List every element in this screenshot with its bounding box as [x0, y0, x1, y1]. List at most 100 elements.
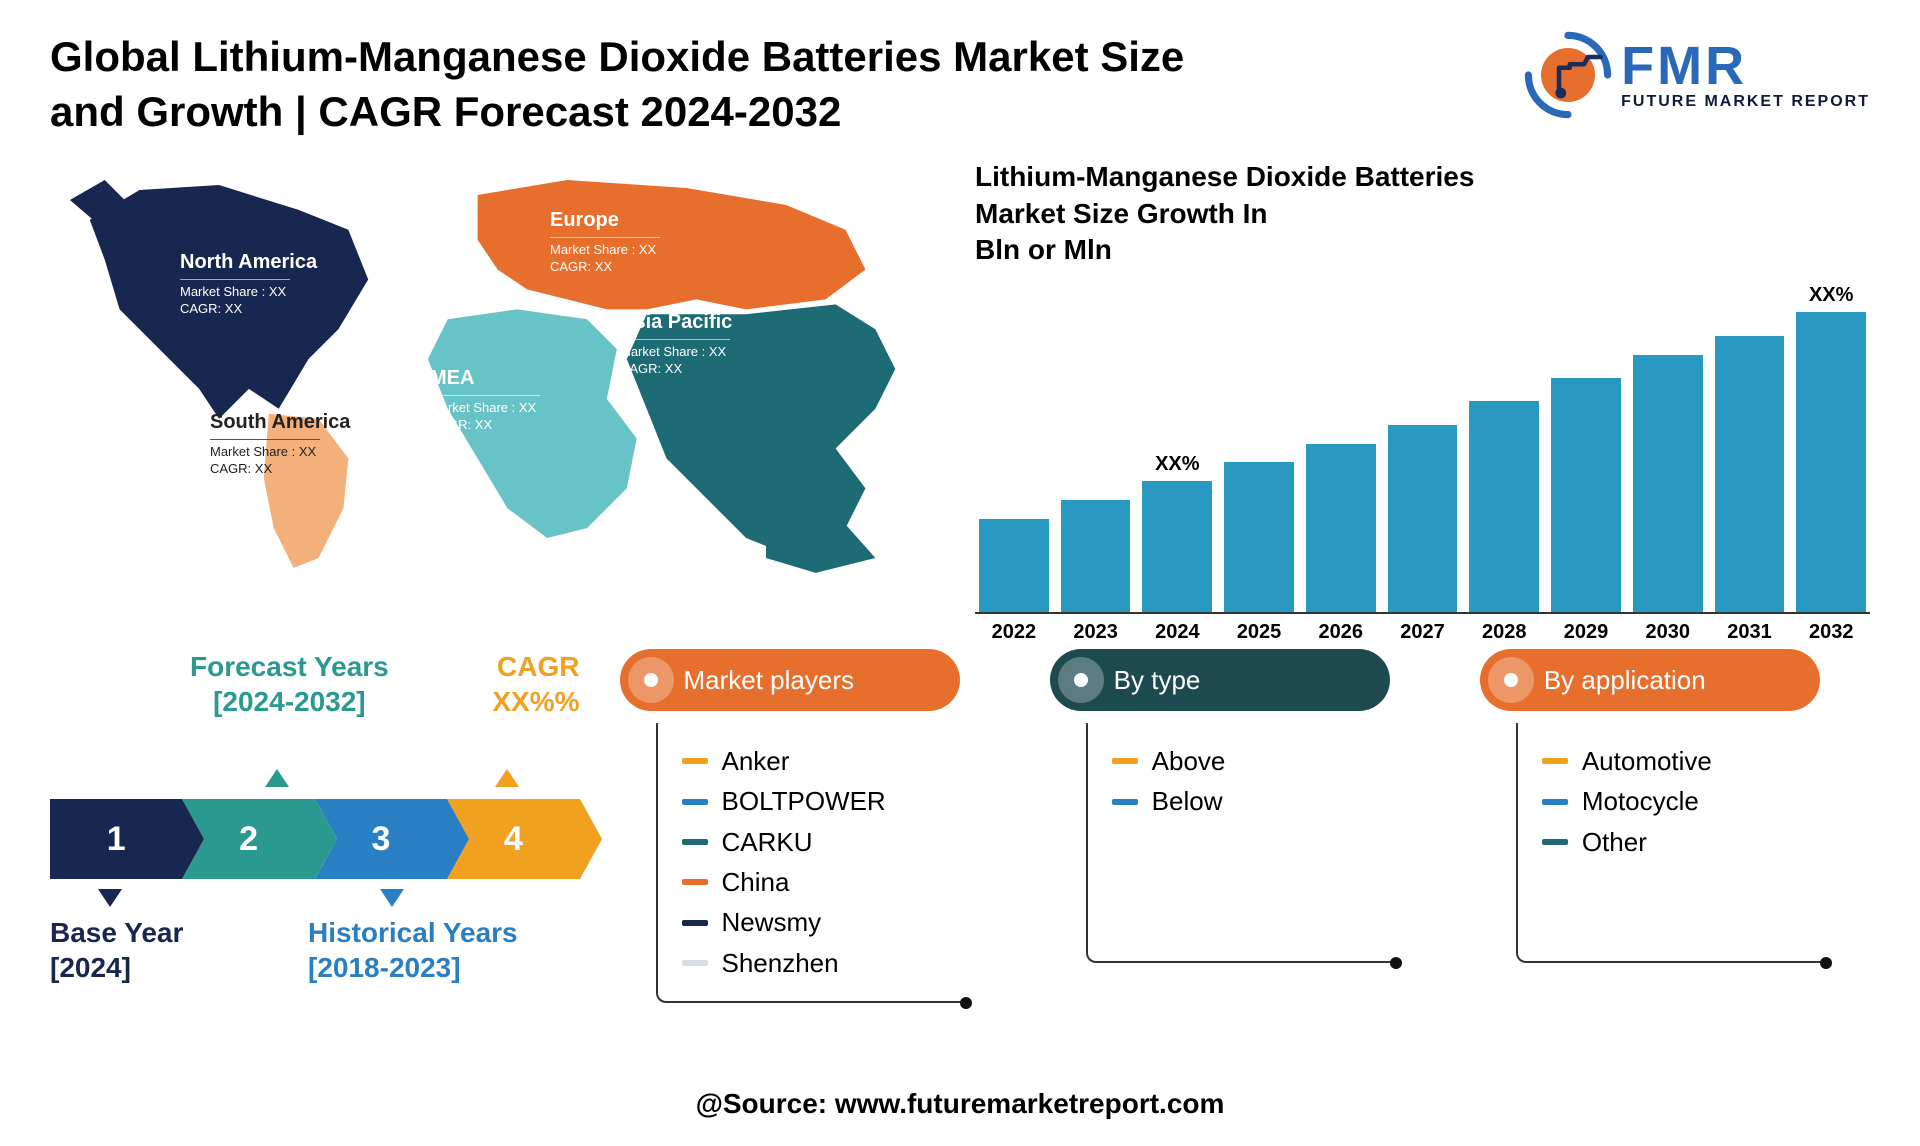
timeline-step: 1	[50, 799, 182, 879]
bar-category-label: 2022	[992, 621, 1037, 644]
by-type-list: AboveBelow	[1086, 723, 1396, 963]
chart-title: Lithium-Manganese Dioxide Batteries Mark…	[975, 159, 1870, 268]
bar-category-label: 2030	[1645, 621, 1690, 644]
color-swatch-icon	[682, 799, 708, 805]
color-swatch-icon	[682, 920, 708, 926]
list-item-label: Anker	[722, 741, 790, 781]
color-swatch-icon	[1112, 799, 1138, 805]
timeline-historical-label: Historical Years [2018-2023]	[308, 915, 518, 985]
list-item-label: Other	[1582, 822, 1647, 862]
region-label-asia_pacific: Asia PacificMarket Share : XXCAGR: XX	[620, 309, 732, 378]
bar-value-label: XX%	[1809, 284, 1853, 307]
bar-column: 2026	[1306, 444, 1376, 613]
list-item: CARKU	[682, 822, 956, 862]
by-application-block: By application AutomotiveMotocycleOther	[1480, 649, 1870, 963]
bar	[1388, 425, 1458, 613]
bar	[1715, 336, 1785, 613]
source-line: @Source: www.futuremarketreport.com	[0, 1088, 1920, 1120]
world-map: North AmericaMarket Share : XXCAGR: XX So…	[50, 159, 945, 579]
list-item: Other	[1542, 822, 1816, 862]
bar	[1306, 444, 1376, 613]
bar-column: 2030	[1633, 355, 1703, 613]
bar-column: 2031	[1715, 336, 1785, 613]
pill-dot-icon	[1488, 657, 1534, 703]
pill-dot-icon	[1058, 657, 1104, 703]
bar-column: 2029	[1551, 378, 1621, 612]
bar-column: 2025	[1224, 462, 1294, 612]
list-item: Shenzhen	[682, 943, 956, 983]
list-item: Above	[1112, 741, 1386, 781]
bar-category-label: 2031	[1727, 621, 1772, 644]
bar-category-label: 2029	[1564, 621, 1609, 644]
region-label-north_america: North AmericaMarket Share : XXCAGR: XX	[180, 249, 317, 318]
list-item: Below	[1112, 781, 1386, 821]
list-item-label: Above	[1152, 741, 1226, 781]
list-item: BOLTPOWER	[682, 781, 956, 821]
color-swatch-icon	[682, 839, 708, 845]
list-item-label: Motocycle	[1582, 781, 1699, 821]
logo: FMR FUTURE MARKET REPORT	[1523, 30, 1870, 120]
chart-title-line1: Lithium-Manganese Dioxide Batteries	[975, 161, 1474, 192]
list-item: Newsmy	[682, 902, 956, 942]
bar-category-label: 2024	[1155, 621, 1200, 644]
list-item: Anker	[682, 741, 956, 781]
chart-title-line3: Bln or Mln	[975, 234, 1112, 265]
by-type-block: By type AboveBelow	[1050, 649, 1440, 963]
bar	[1551, 378, 1621, 612]
by-application-pill: By application	[1480, 649, 1820, 711]
bar	[1469, 401, 1539, 612]
region-europe	[478, 180, 866, 309]
bar-category-label: 2028	[1482, 621, 1527, 644]
market-players-block: Market players AnkerBOLTPOWERCARKUChinaN…	[620, 649, 1010, 1003]
bar	[1633, 355, 1703, 613]
timeline-cagr-label: CAGR XX%%	[492, 649, 579, 719]
bar-column: 2032XX%	[1796, 312, 1866, 612]
list-item-label: China	[722, 862, 790, 902]
logo-text-main: FMR	[1621, 39, 1870, 93]
pill-dot-icon	[628, 657, 674, 703]
color-swatch-icon	[682, 960, 708, 966]
list-item: China	[682, 862, 956, 902]
bar-category-label: 2026	[1319, 621, 1364, 644]
by-application-label: By application	[1544, 665, 1706, 696]
list-item-label: CARKU	[722, 822, 813, 862]
bar-column: 2022	[979, 519, 1049, 613]
list-item-label: Below	[1152, 781, 1223, 821]
bar-category-label: 2023	[1073, 621, 1118, 644]
bar	[1796, 312, 1866, 612]
bar-category-label: 2027	[1400, 621, 1445, 644]
fmr-logo-icon	[1523, 30, 1613, 120]
region-label-europe: EuropeMarket Share : XXCAGR: XX	[550, 207, 660, 276]
bar	[979, 519, 1049, 613]
timeline: Forecast Years [2024-2032] CAGR XX%% 123…	[50, 649, 580, 1009]
list-item: Automotive	[1542, 741, 1816, 781]
list-item-label: Shenzhen	[722, 943, 839, 983]
arrow-up-icon	[265, 769, 289, 787]
market-players-label: Market players	[684, 665, 855, 696]
arrow-down-icon	[98, 889, 122, 907]
color-swatch-icon	[1542, 839, 1568, 845]
bar	[1061, 500, 1131, 613]
region-label-south_america: South AmericaMarket Share : XXCAGR: XX	[210, 409, 350, 478]
color-swatch-icon	[1542, 758, 1568, 764]
list-item: Motocycle	[1542, 781, 1816, 821]
chevron-row: 1234	[50, 799, 580, 879]
bar	[1224, 462, 1294, 612]
timeline-baseyear-label: Base Year [2024]	[50, 915, 183, 985]
color-swatch-icon	[1542, 799, 1568, 805]
bar-category-label: 2032	[1809, 621, 1854, 644]
list-item-label: BOLTPOWER	[722, 781, 886, 821]
color-swatch-icon	[682, 758, 708, 764]
color-swatch-icon	[682, 879, 708, 885]
market-players-list: AnkerBOLTPOWERCARKUChinaNewsmyShenzhen	[656, 723, 966, 1003]
growth-bar-chart: Lithium-Manganese Dioxide Batteries Mark…	[975, 159, 1870, 579]
page-title: Global Lithium-Manganese Dioxide Batteri…	[50, 30, 1250, 139]
bar-column: 2027	[1388, 425, 1458, 613]
chart-title-line2: Market Size Growth In	[975, 198, 1268, 229]
region-label-mea: MEAMarket Share : XXCAGR: XX	[430, 365, 540, 434]
bar-category-label: 2025	[1237, 621, 1282, 644]
bar	[1142, 481, 1212, 612]
timeline-forecast-label: Forecast Years [2024-2032]	[190, 649, 389, 719]
list-item-label: Newsmy	[722, 902, 822, 942]
by-type-pill: By type	[1050, 649, 1390, 711]
